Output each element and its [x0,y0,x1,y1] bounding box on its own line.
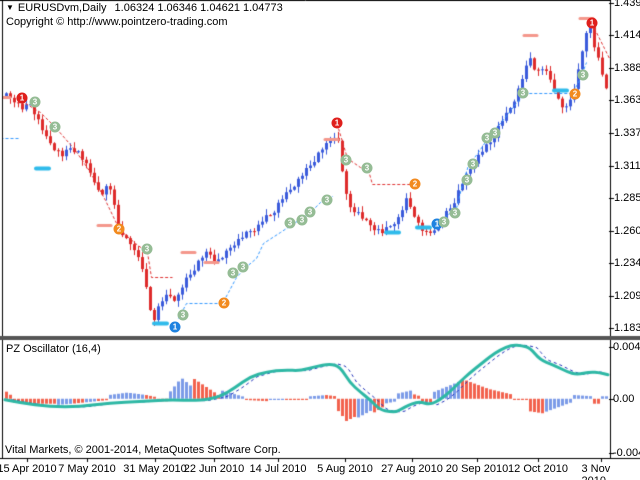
signal-badge-green-3: 3 [284,217,296,229]
time-axis-label: 14 Jul 2010 [249,463,307,475]
price-axis-label: 1.26025 [614,224,640,237]
signal-badge-green-3: 3 [481,132,493,144]
osc-axis-label: 0.00 [613,392,635,405]
signal-badge-green-3: 3 [227,267,239,279]
time-axis-label: 12 Oct 2010 [508,463,568,475]
signal-badge-green-3: 3 [449,207,461,219]
chart-title-bar: ▼ EURUSDvm,Daily 1.06324 1.06346 1.04621 1… [6,2,283,14]
price-axis-label: 1.33750 [614,126,640,139]
price-axis-label: 1.18375 [614,322,640,334]
indicator-copyright-label: Copyright © http://www.pointzero-trading… [6,16,228,28]
signal-badge-green-3: 3 [141,243,153,255]
signal-badge-orange-2: 2 [218,297,230,309]
time-axis-label: 27 Aug 2010 [381,463,443,475]
time-axis-label: 20 Sep 2010 [445,463,509,475]
price-axis-label: 1.31125 [614,159,640,172]
oscillator-title-label: PZ Oscillator (16,4) [6,343,101,355]
price-axis-label: 1.28575 [614,192,640,205]
time-axis-label: 31 May 2010 [123,463,187,475]
signal-badge-red-1: 1 [16,92,28,104]
signal-badge-orange-2: 2 [113,223,125,235]
time-axis-label: 5 Aug 2010 [317,463,373,475]
signal-badge-blue-1: 1 [169,321,181,333]
price-axis-label: 1.41400 [614,29,640,42]
signal-badge-red-1: 1 [586,17,598,29]
osc-axis-label: 0.0042 [613,341,640,353]
symbol-label: EURUSDvm,Daily [17,2,107,14]
price-axis-label: 1.36300 [614,94,640,107]
price-axis-label: 1.43950 [614,0,640,9]
chevron-down-icon[interactable]: ▼ [6,3,14,12]
time-axis-label: 22 Jun 2010 [183,463,245,475]
price-axis-label: 1.38850 [614,61,640,74]
signal-badge-green-3: 3 [577,69,589,81]
ohlc-values: 1.06324 1.06346 1.04621 1.04773 [114,2,283,14]
signal-badge-orange-2: 2 [409,178,421,190]
price-axis-label: 1.23475 [614,257,640,270]
signal-badge-orange-2: 2 [569,88,581,100]
signal-badge-green-3: 3 [461,174,473,186]
time-axis-label: 7 May 2010 [58,463,116,475]
signal-badge-green-3: 3 [340,154,352,166]
signal-badge-green-3: 3 [517,87,529,99]
signal-badge-blue-1: 1 [431,218,443,230]
signal-badge-green-3: 3 [467,158,479,170]
osc-axis-label: -0.0044 [613,447,640,459]
time-axis-label: 15 Apr 2010 [0,463,57,475]
signal-badge-green-3: 3 [304,206,316,218]
signal-badge-green-3: 3 [29,96,41,108]
signal-badge-red-1: 1 [331,117,343,129]
broker-watermark-label: Vital Markets, © 2001-2014, MetaQuotes S… [5,444,281,456]
signal-badge-green-3: 3 [438,216,450,228]
signal-badge-green-3: 3 [321,194,333,206]
signal-badge-green-3: 3 [296,214,308,226]
signal-badge-green-3: 3 [237,261,249,273]
signal-badge-green-3: 3 [361,162,373,174]
signal-badge-green-3: 3 [177,309,189,321]
signal-badge-green-3: 3 [489,127,501,139]
price-axis-label: 1.20925 [614,289,640,302]
time-axis-label: 3 Nov 2010 [581,463,611,480]
signal-badge-green-3: 3 [49,121,61,133]
